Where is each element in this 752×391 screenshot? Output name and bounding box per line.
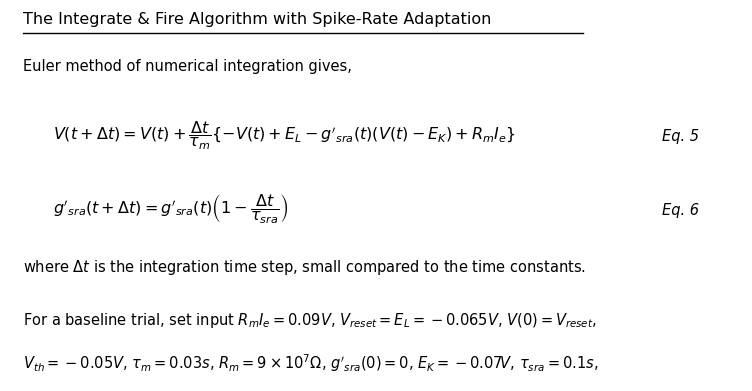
Text: For a baseline trial, set input $R_m I_e = 0.09V$, $V_{reset} = E_L = -0.065V$, : For a baseline trial, set input $R_m I_e… [23,311,596,330]
Text: $V(t + \Delta t) = V(t) + \dfrac{\Delta t}{\tau_m}\{-V(t) + E_L - g'_{sra}(t)(V(: $V(t + \Delta t) = V(t) + \dfrac{\Delta … [53,119,516,152]
Text: Eq. 5: Eq. 5 [662,129,699,144]
Text: The Integrate & Fire Algorithm with Spike-Rate Adaptation: The Integrate & Fire Algorithm with Spik… [23,12,491,27]
Text: Euler method of numerical integration gives,: Euler method of numerical integration gi… [23,59,351,74]
Text: $g'_{sra}(t + \Delta t) = g'_{sra}(t)\left(1 - \dfrac{\Delta t}{\tau_{sra}}\righ: $g'_{sra}(t + \Delta t) = g'_{sra}(t)\le… [53,192,288,224]
Text: where $\Delta t$ is the integration time step, small compared to the time consta: where $\Delta t$ is the integration time… [23,258,586,277]
Text: Eq. 6: Eq. 6 [662,203,699,218]
Text: $V_{th} = -0.05V$, $\tau_m = 0.03s$, $R_m = 9\times10^7\Omega$, $g'_{sra}(0) = 0: $V_{th} = -0.05V$, $\tau_m = 0.03s$, $R_… [23,352,598,373]
